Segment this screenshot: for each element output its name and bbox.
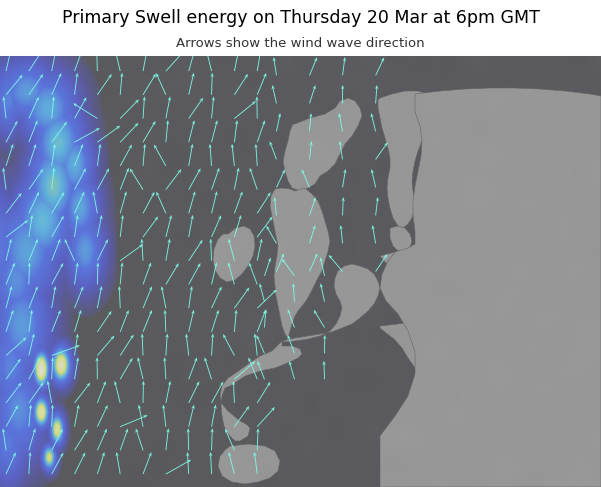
Text: Primary Swell energy on Thursday 20 Mar at 6pm GMT: Primary Swell energy on Thursday 20 Mar … <box>61 9 540 27</box>
Bar <box>264 56 601 487</box>
Text: Arrows show the wind wave direction: Arrows show the wind wave direction <box>176 37 425 50</box>
